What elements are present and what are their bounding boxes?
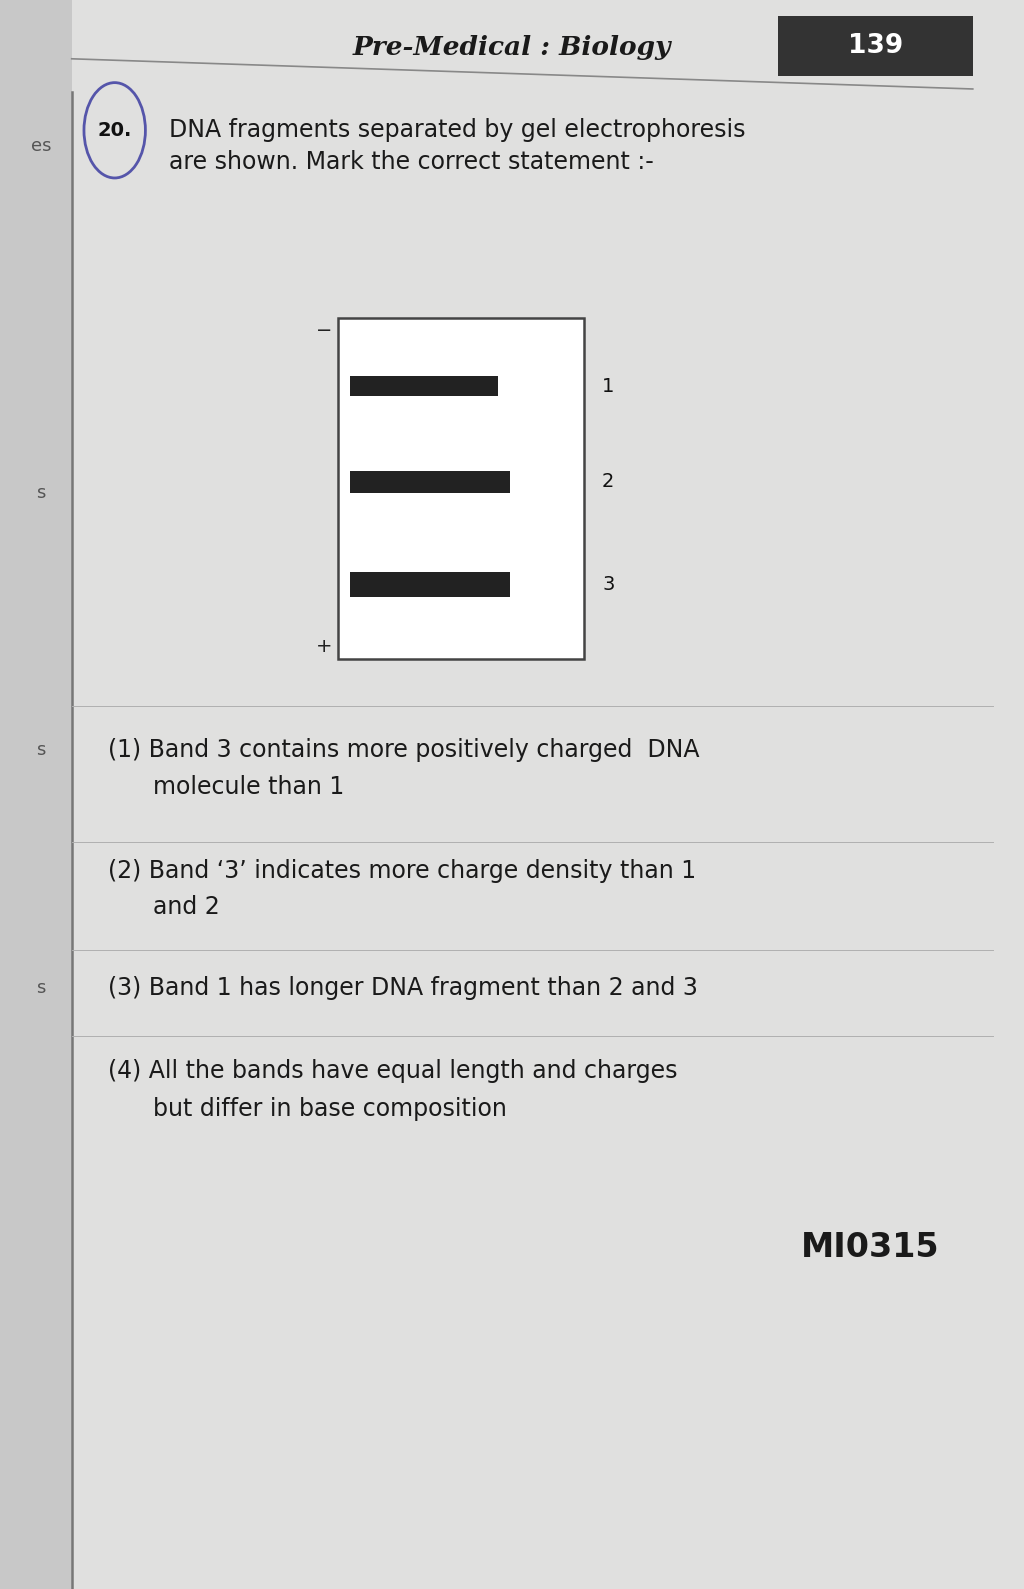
Bar	[0, 0, 72, 1589]
Text: DNA fragments separated by gel electrophoresis: DNA fragments separated by gel electroph…	[169, 118, 745, 143]
Text: MI0315: MI0315	[801, 1231, 940, 1263]
Text: are shown. Mark the correct statement :-: are shown. Mark the correct statement :-	[169, 149, 653, 175]
Text: 20.: 20.	[97, 121, 132, 140]
Text: (1) Band 3 contains more positively charged  DNA: (1) Band 3 contains more positively char…	[108, 737, 699, 763]
Bar	[350, 470, 510, 493]
Text: and 2: and 2	[108, 895, 219, 920]
Text: 1: 1	[602, 377, 614, 396]
Text: s: s	[36, 483, 46, 502]
Text: 3: 3	[602, 575, 614, 594]
Text: (2) Band ‘3’ indicates more charge density than 1: (2) Band ‘3’ indicates more charge densi…	[108, 858, 695, 883]
Bar	[338, 318, 584, 659]
Text: 2: 2	[602, 472, 614, 491]
Bar	[350, 572, 510, 597]
Text: es: es	[31, 137, 51, 156]
Text: +: +	[316, 637, 333, 656]
Bar	[778, 16, 973, 76]
Text: 139: 139	[848, 33, 903, 59]
Text: but differ in base composition: but differ in base composition	[108, 1096, 507, 1122]
Text: s: s	[36, 740, 46, 760]
Text: s: s	[36, 979, 46, 998]
Circle shape	[84, 83, 145, 178]
Text: Pre-Medical : Biology: Pre-Medical : Biology	[352, 35, 672, 60]
Text: (3) Band 1 has longer DNA fragment than 2 and 3: (3) Band 1 has longer DNA fragment than …	[108, 976, 697, 1001]
Text: −: −	[316, 321, 333, 340]
Text: (4) All the bands have equal length and charges: (4) All the bands have equal length and …	[108, 1058, 677, 1084]
Bar	[350, 375, 498, 396]
Text: molecule than 1: molecule than 1	[108, 774, 344, 799]
